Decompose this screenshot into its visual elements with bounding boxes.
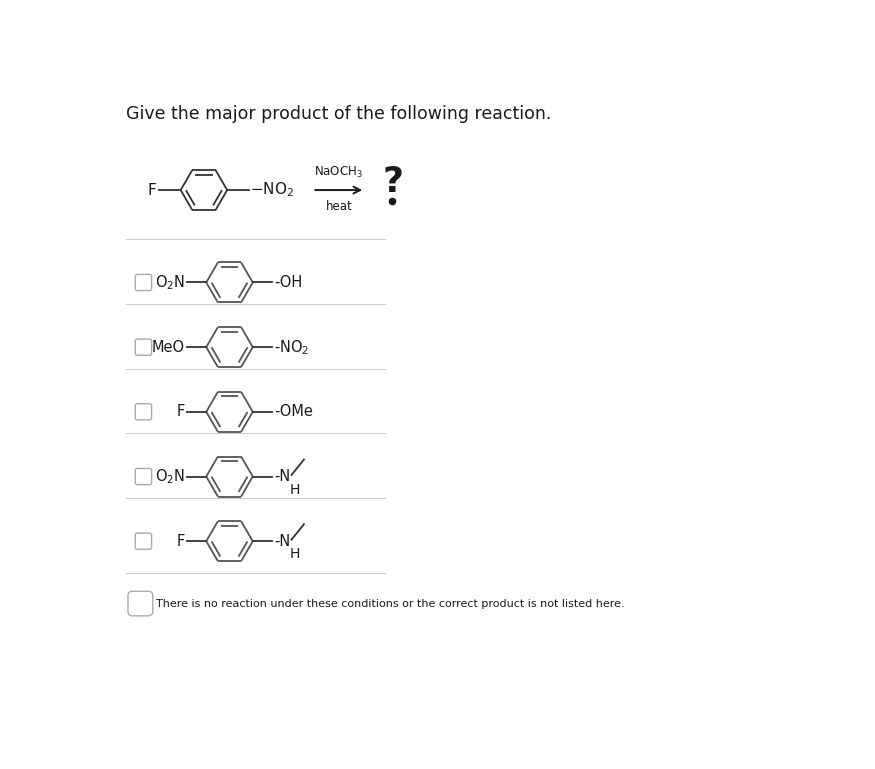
Text: -NO$_2$: -NO$_2$ [275,338,310,357]
FancyBboxPatch shape [136,275,151,291]
Text: NaOCH$_3$: NaOCH$_3$ [314,165,363,180]
FancyBboxPatch shape [136,533,151,549]
FancyBboxPatch shape [136,339,151,355]
Text: $\mathregular{-NO_2}$: $\mathregular{-NO_2}$ [250,181,295,199]
Text: H: H [290,483,300,497]
Text: O$_2$N: O$_2$N [155,273,185,291]
Text: MeO: MeO [151,340,185,355]
Text: Give the major product of the following reaction.: Give the major product of the following … [126,105,552,123]
Text: ?: ? [382,165,403,199]
FancyBboxPatch shape [128,591,153,616]
Text: -N: -N [275,469,290,484]
FancyBboxPatch shape [136,404,151,420]
FancyBboxPatch shape [136,468,151,484]
Text: heat: heat [326,200,352,213]
Text: -OMe: -OMe [275,404,313,419]
Text: There is no reaction under these conditions or the correct product is not listed: There is no reaction under these conditi… [156,598,625,608]
Text: -OH: -OH [275,275,303,290]
Text: F: F [176,534,185,549]
Text: H: H [290,548,300,561]
Text: -N: -N [275,534,290,549]
Text: O$_2$N: O$_2$N [155,467,185,486]
Text: F: F [147,182,156,198]
Text: F: F [176,404,185,419]
